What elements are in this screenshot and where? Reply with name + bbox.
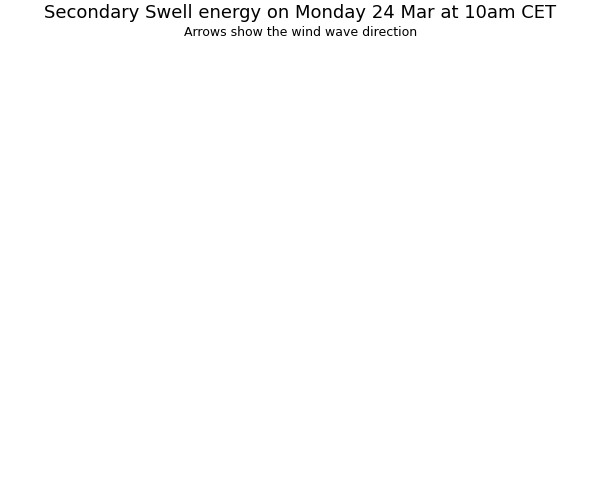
Text: Arrows show the wind wave direction: Arrows show the wind wave direction	[184, 26, 417, 39]
Text: Map error: No module named 'cartopy': Map error: No module named 'cartopy'	[192, 269, 409, 278]
Text: Secondary Swell energy on Monday 24 Mar at 10am CET: Secondary Swell energy on Monday 24 Mar …	[44, 4, 557, 22]
